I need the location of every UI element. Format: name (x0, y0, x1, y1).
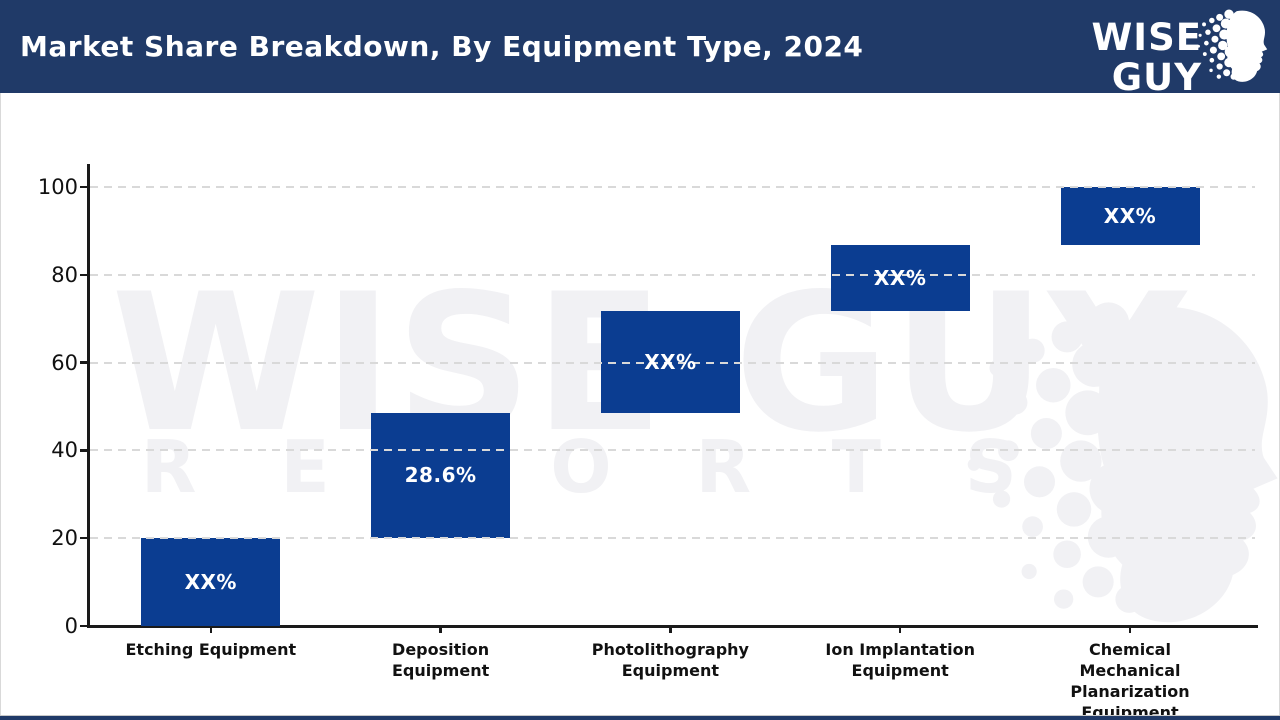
bar-segment (141, 538, 281, 626)
x-category-label: Ion Implantation Equipment (825, 640, 975, 680)
bar-value-label: 28.6% (404, 463, 477, 488)
x-tick-mark (439, 627, 442, 633)
x-category-label: Chemical Mechanical Planarization Equipm… (1070, 640, 1190, 720)
x-tick-mark (209, 627, 213, 633)
y-tick-label: 0 (64, 614, 78, 638)
y-axis-spine (87, 164, 90, 626)
watermark-head-profile-icon (967, 302, 1278, 623)
watermark-subtitle: REPORTS (141, 425, 1101, 509)
x-tick-mark (898, 627, 902, 633)
page-title: Market Share Breakdown, By Equipment Typ… (20, 30, 864, 63)
y-tick-mark (80, 185, 89, 189)
bar-value-label: XX% (1103, 203, 1157, 228)
gridline (90, 361, 1255, 364)
x-tick-mark (1128, 627, 1132, 633)
head-profile-dots-icon (1197, 9, 1268, 82)
logo-wordmark: WISE GUY (1091, 16, 1202, 99)
bar-segment (830, 244, 970, 311)
gridline (90, 186, 1255, 188)
y-tick-label: 40 (51, 438, 78, 463)
y-tick-mark (80, 273, 89, 277)
y-tick-label: 80 (51, 262, 78, 287)
x-category-label: Photolithography Equipment (591, 640, 749, 680)
bar-value-label: XX% (644, 349, 697, 374)
y-tick-mark (80, 536, 89, 540)
y-tick-mark (80, 449, 89, 452)
bar-value-label: XX% (873, 265, 927, 290)
bar-value-label: XX% (184, 570, 237, 595)
gridline (90, 537, 1255, 540)
gridline (90, 449, 1255, 452)
y-tick-label: 60 (51, 350, 78, 375)
x-category-label: Etching Equipment (125, 640, 297, 659)
x-axis-spine (87, 624, 1258, 628)
y-tick-label: 20 (51, 526, 78, 551)
bar-segment (371, 412, 511, 539)
x-tick-mark (669, 627, 672, 633)
gridline (90, 273, 1255, 276)
bar-segment (1060, 187, 1200, 245)
y-tick-mark (80, 361, 89, 364)
y-tick-mark (80, 624, 89, 628)
y-tick-label: 100 (37, 175, 78, 199)
x-category-label: Deposition Equipment (391, 640, 490, 680)
footer-strip (0, 715, 1280, 720)
